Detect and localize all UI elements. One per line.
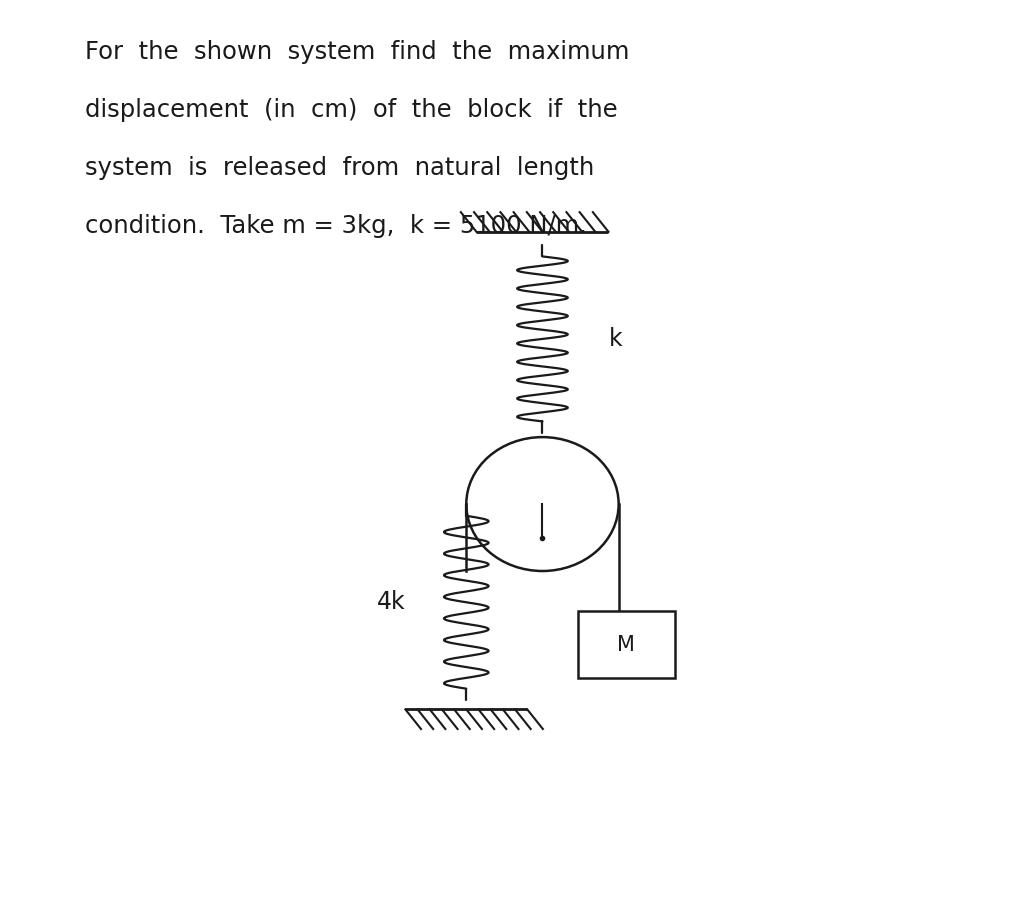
Text: 4k: 4k	[377, 590, 406, 614]
Text: system  is  released  from  natural  length: system is released from natural length	[85, 156, 595, 180]
Bar	[578, 611, 675, 678]
Text: For  the  shown  system  find  the  maximum: For the shown system find the maximum	[85, 40, 630, 64]
Text: condition.  Take m = 3kg,  k = 5100 N/m.: condition. Take m = 3kg, k = 5100 N/m.	[85, 214, 588, 238]
Text: M: M	[617, 634, 635, 655]
Text: k: k	[608, 327, 623, 350]
Text: displacement  (in  cm)  of  the  block  if  the: displacement (in cm) of the block if the	[85, 98, 618, 122]
